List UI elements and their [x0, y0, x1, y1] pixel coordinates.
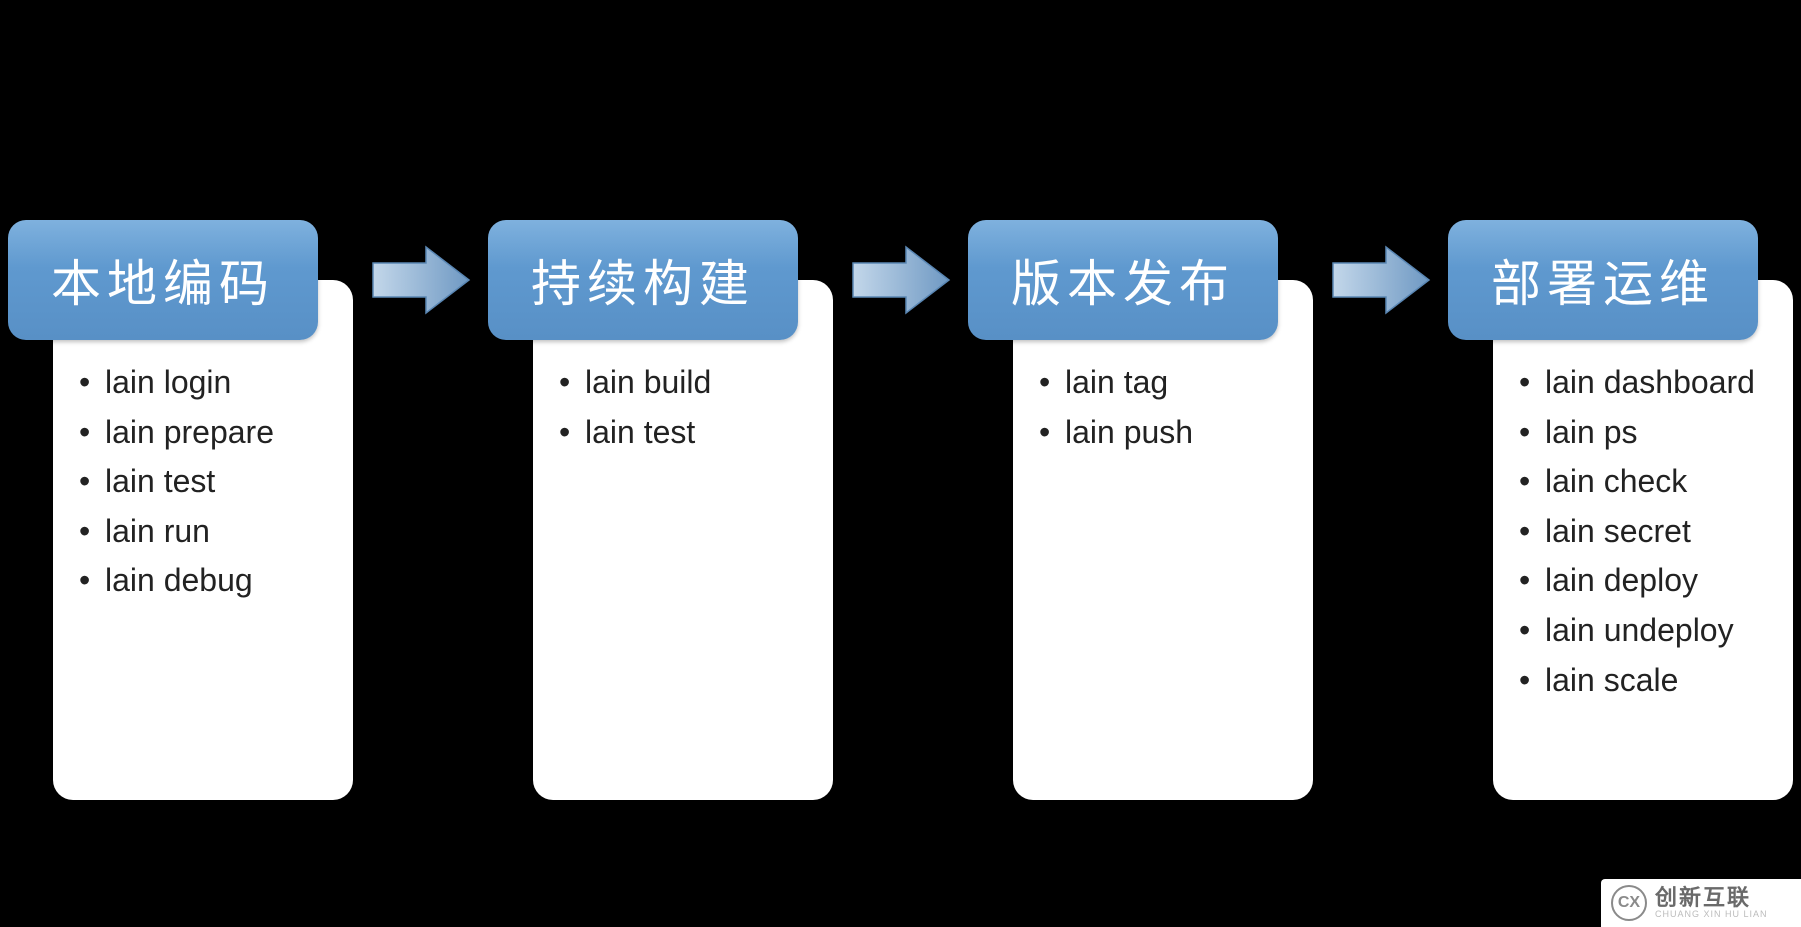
list-item: lain tag [1031, 358, 1295, 408]
stage-items: lain tag lain push [1031, 358, 1295, 457]
watermark-logo-icon: CX [1611, 885, 1647, 921]
list-item: lain test [551, 408, 815, 458]
stage-header: 本地编码 [8, 220, 318, 340]
stage-local-dev: 本地编码 lain login lain prepare lain test l… [8, 220, 353, 800]
list-item: lain push [1031, 408, 1295, 458]
stage-body: lain dashboard lain ps lain check lain s… [1493, 280, 1793, 800]
list-item: lain scale [1511, 656, 1775, 706]
arrow-icon [371, 245, 471, 315]
stage-header: 持续构建 [488, 220, 798, 340]
watermark: CX 创新互联 CHUANG XIN HU LIAN [1601, 879, 1801, 927]
list-item: lain build [551, 358, 815, 408]
list-item: lain test [71, 457, 335, 507]
stage-ops: 部署运维 lain dashboard lain ps lain check l… [1448, 220, 1793, 800]
diagram-canvas: 本地编码 lain login lain prepare lain test l… [0, 0, 1801, 927]
list-item: lain run [71, 507, 335, 557]
watermark-text-wrap: 创新互联 CHUANG XIN HU LIAN [1655, 886, 1768, 920]
list-item: lain login [71, 358, 335, 408]
stage-body: lain login lain prepare lain test lain r… [53, 280, 353, 800]
stage-header: 部署运维 [1448, 220, 1758, 340]
list-item: lain secret [1511, 507, 1775, 557]
stages-row: 本地编码 lain login lain prepare lain test l… [8, 220, 1793, 800]
arrow-icon [1331, 245, 1431, 315]
stage-title: 持续构建 [531, 244, 755, 316]
stage-items: lain build lain test [551, 358, 815, 457]
list-item: lain check [1511, 457, 1775, 507]
stage-release: 版本发布 lain tag lain push [968, 220, 1313, 800]
arrow-icon [851, 245, 951, 315]
stage-items: lain dashboard lain ps lain check lain s… [1511, 358, 1775, 705]
list-item: lain ps [1511, 408, 1775, 458]
stage-title: 部署运维 [1491, 244, 1715, 316]
list-item: lain dashboard [1511, 358, 1775, 408]
stage-body: lain build lain test [533, 280, 833, 800]
watermark-text: 创新互联 [1655, 886, 1768, 910]
stage-ci: 持续构建 lain build lain test [488, 220, 833, 800]
stage-header: 版本发布 [968, 220, 1278, 340]
stage-body: lain tag lain push [1013, 280, 1313, 800]
watermark-subtext: CHUANG XIN HU LIAN [1655, 910, 1768, 920]
list-item: lain undeploy [1511, 606, 1775, 656]
list-item: lain prepare [71, 408, 335, 458]
list-item: lain debug [71, 556, 335, 606]
stage-items: lain login lain prepare lain test lain r… [71, 358, 335, 606]
stage-title: 本地编码 [51, 244, 275, 316]
list-item: lain deploy [1511, 556, 1775, 606]
stage-title: 版本发布 [1011, 244, 1235, 316]
watermark-logo-text: CX [1618, 894, 1640, 912]
